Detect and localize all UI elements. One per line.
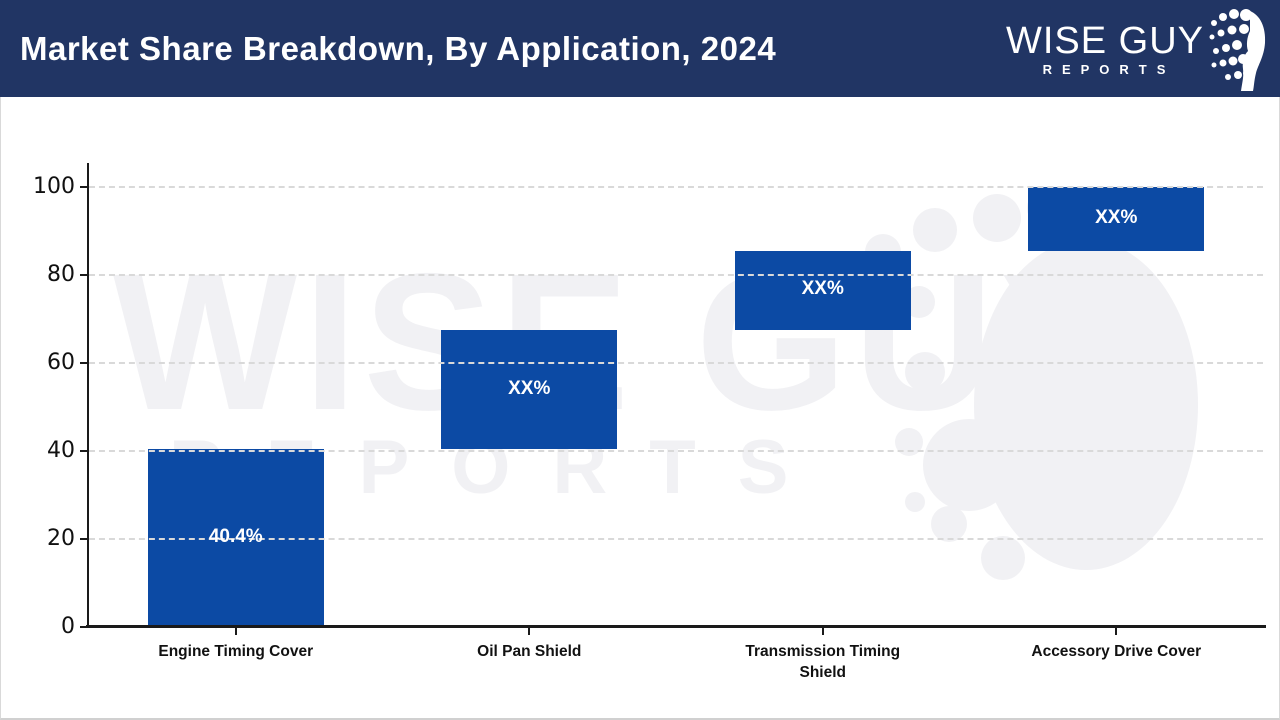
x-category-label: Oil Pan Shield <box>477 643 582 660</box>
y-tick <box>80 186 89 188</box>
watermark-wordmark: WISE GUY <box>113 233 1137 451</box>
x-tick <box>821 628 824 635</box>
header-bar: Market Share Breakdown, By Application, … <box>0 0 1280 97</box>
gridline <box>89 538 1263 540</box>
x-category-label: Accessory Drive Cover <box>1031 643 1202 660</box>
y-tick <box>80 362 89 364</box>
x-axis-line <box>86 625 1266 628</box>
y-tick-label: 80 <box>47 262 75 287</box>
bar-segment <box>441 330 618 450</box>
y-tick <box>80 626 89 628</box>
y-tick-label: 20 <box>47 526 75 551</box>
page-title: Market Share Breakdown, By Application, … <box>20 29 777 67</box>
gridline <box>89 186 1263 188</box>
bar-value-label: XX% <box>801 278 844 300</box>
logo-text: WISE GUY REPORTS <box>1006 22 1204 76</box>
bar-chart: 0 20 40 60 80 100 40.4% XX% XX% XX% Engine Timing … <box>1 97 1280 720</box>
gridline <box>89 362 1263 364</box>
gridline <box>89 274 1263 276</box>
bar-segment <box>1028 187 1205 251</box>
bar-value-label: XX% <box>1095 206 1138 228</box>
logo-wordmark: WISE GUY <box>1005 19 1204 62</box>
y-tick <box>80 450 89 452</box>
x-tick <box>528 628 531 635</box>
bar-value-label: XX% <box>508 377 551 399</box>
x-category-label: Engine Timing Cover <box>158 643 314 660</box>
y-tick <box>80 538 89 540</box>
logo-subtext: REPORTS <box>1042 61 1176 77</box>
bar-value-label: 40.4% <box>208 526 263 548</box>
x-tick <box>1115 628 1118 635</box>
y-tick-label: 40 <box>47 438 75 463</box>
y-tick <box>80 274 89 276</box>
logo-head-icon <box>1209 8 1266 91</box>
y-tick-label: 60 <box>47 350 75 375</box>
x-category-label: Transmission Timing Shield <box>745 643 901 681</box>
x-tick <box>234 628 237 635</box>
bar-segment <box>734 250 911 330</box>
chart-canvas: WISE GUY REPORTS 0 20 40 60 80 100 40.4% XX% XX%… <box>0 97 1280 720</box>
y-tick-label: 100 <box>33 174 75 199</box>
y-tick-label: 0 <box>61 614 75 639</box>
gridline <box>89 450 1263 452</box>
y-axis-line <box>87 163 89 627</box>
wise-guy-logo: WISE GUY REPORTS <box>1006 7 1266 91</box>
